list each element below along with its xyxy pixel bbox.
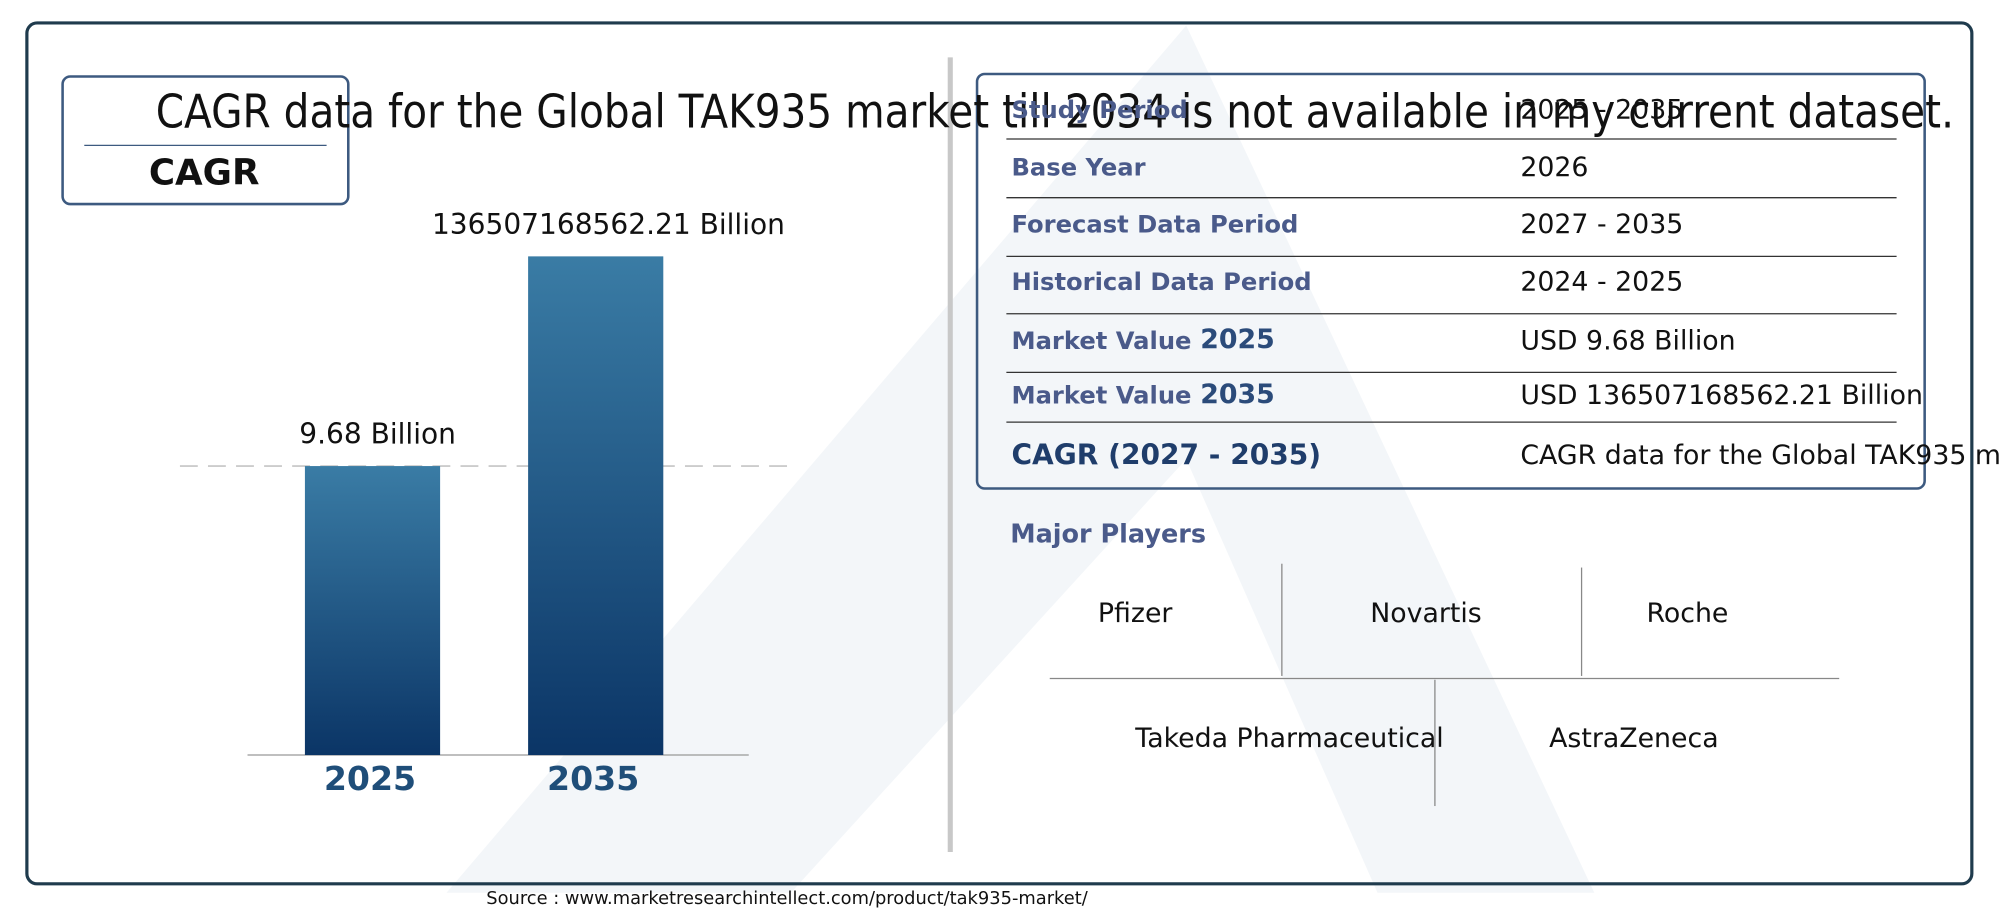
x-tick-label: 2035: [547, 759, 639, 798]
row-year: 2025: [1200, 324, 1275, 355]
player-name: Pfizer: [1098, 598, 1173, 629]
player-name: AstraZeneca: [1549, 723, 1719, 754]
row-value: CAGR data for the Global TAK935 market t…: [1520, 440, 2000, 471]
source: Source : www.marketresearchintellect.com…: [486, 888, 1088, 909]
frame: [25, 21, 1974, 886]
row-label: Market Value: [1011, 327, 1191, 355]
row-label: Forecast Data Period: [1011, 211, 1298, 239]
row-value: 2024 - 2025: [1520, 267, 1683, 298]
player-name: Roche: [1646, 598, 1728, 629]
row-value: 2026: [1520, 152, 1588, 183]
row-label: Market Value: [1011, 382, 1191, 410]
player-name: Novartis: [1370, 598, 1482, 629]
row-label: Study Period: [1011, 96, 1187, 124]
bar: [304, 466, 441, 756]
row-label: CAGR (2027 - 2035): [1011, 439, 1321, 472]
row-year: 2035: [1200, 379, 1275, 410]
badge: CAGR: [149, 153, 260, 194]
row-value: 2025 - 2035: [1520, 94, 1683, 125]
x-tick-label: 2025: [324, 759, 416, 798]
row-value: USD 9.68 Billion: [1520, 325, 1735, 356]
watermark: [446, 25, 1595, 893]
players-title: Major Players: [1010, 520, 1206, 550]
bar: [528, 256, 664, 756]
row-value: 2027 - 2035: [1520, 209, 1683, 240]
players-grid: [1049, 563, 1840, 807]
title: CAGR data for the Global TAK935 market t…: [156, 84, 1954, 138]
badge-box: [61, 75, 350, 206]
row-value: USD 136507168562.21 Billion: [1520, 380, 1923, 411]
bar-value-label: 136507168562.21 Billion: [432, 208, 785, 241]
row-label: Base Year: [1011, 153, 1145, 181]
bar-value-label: 9.68 Billion: [299, 417, 456, 450]
table-box: [975, 72, 1926, 490]
player-name: Takeda Pharmaceutical: [1134, 723, 1443, 754]
row-label: Historical Data Period: [1011, 268, 1311, 296]
